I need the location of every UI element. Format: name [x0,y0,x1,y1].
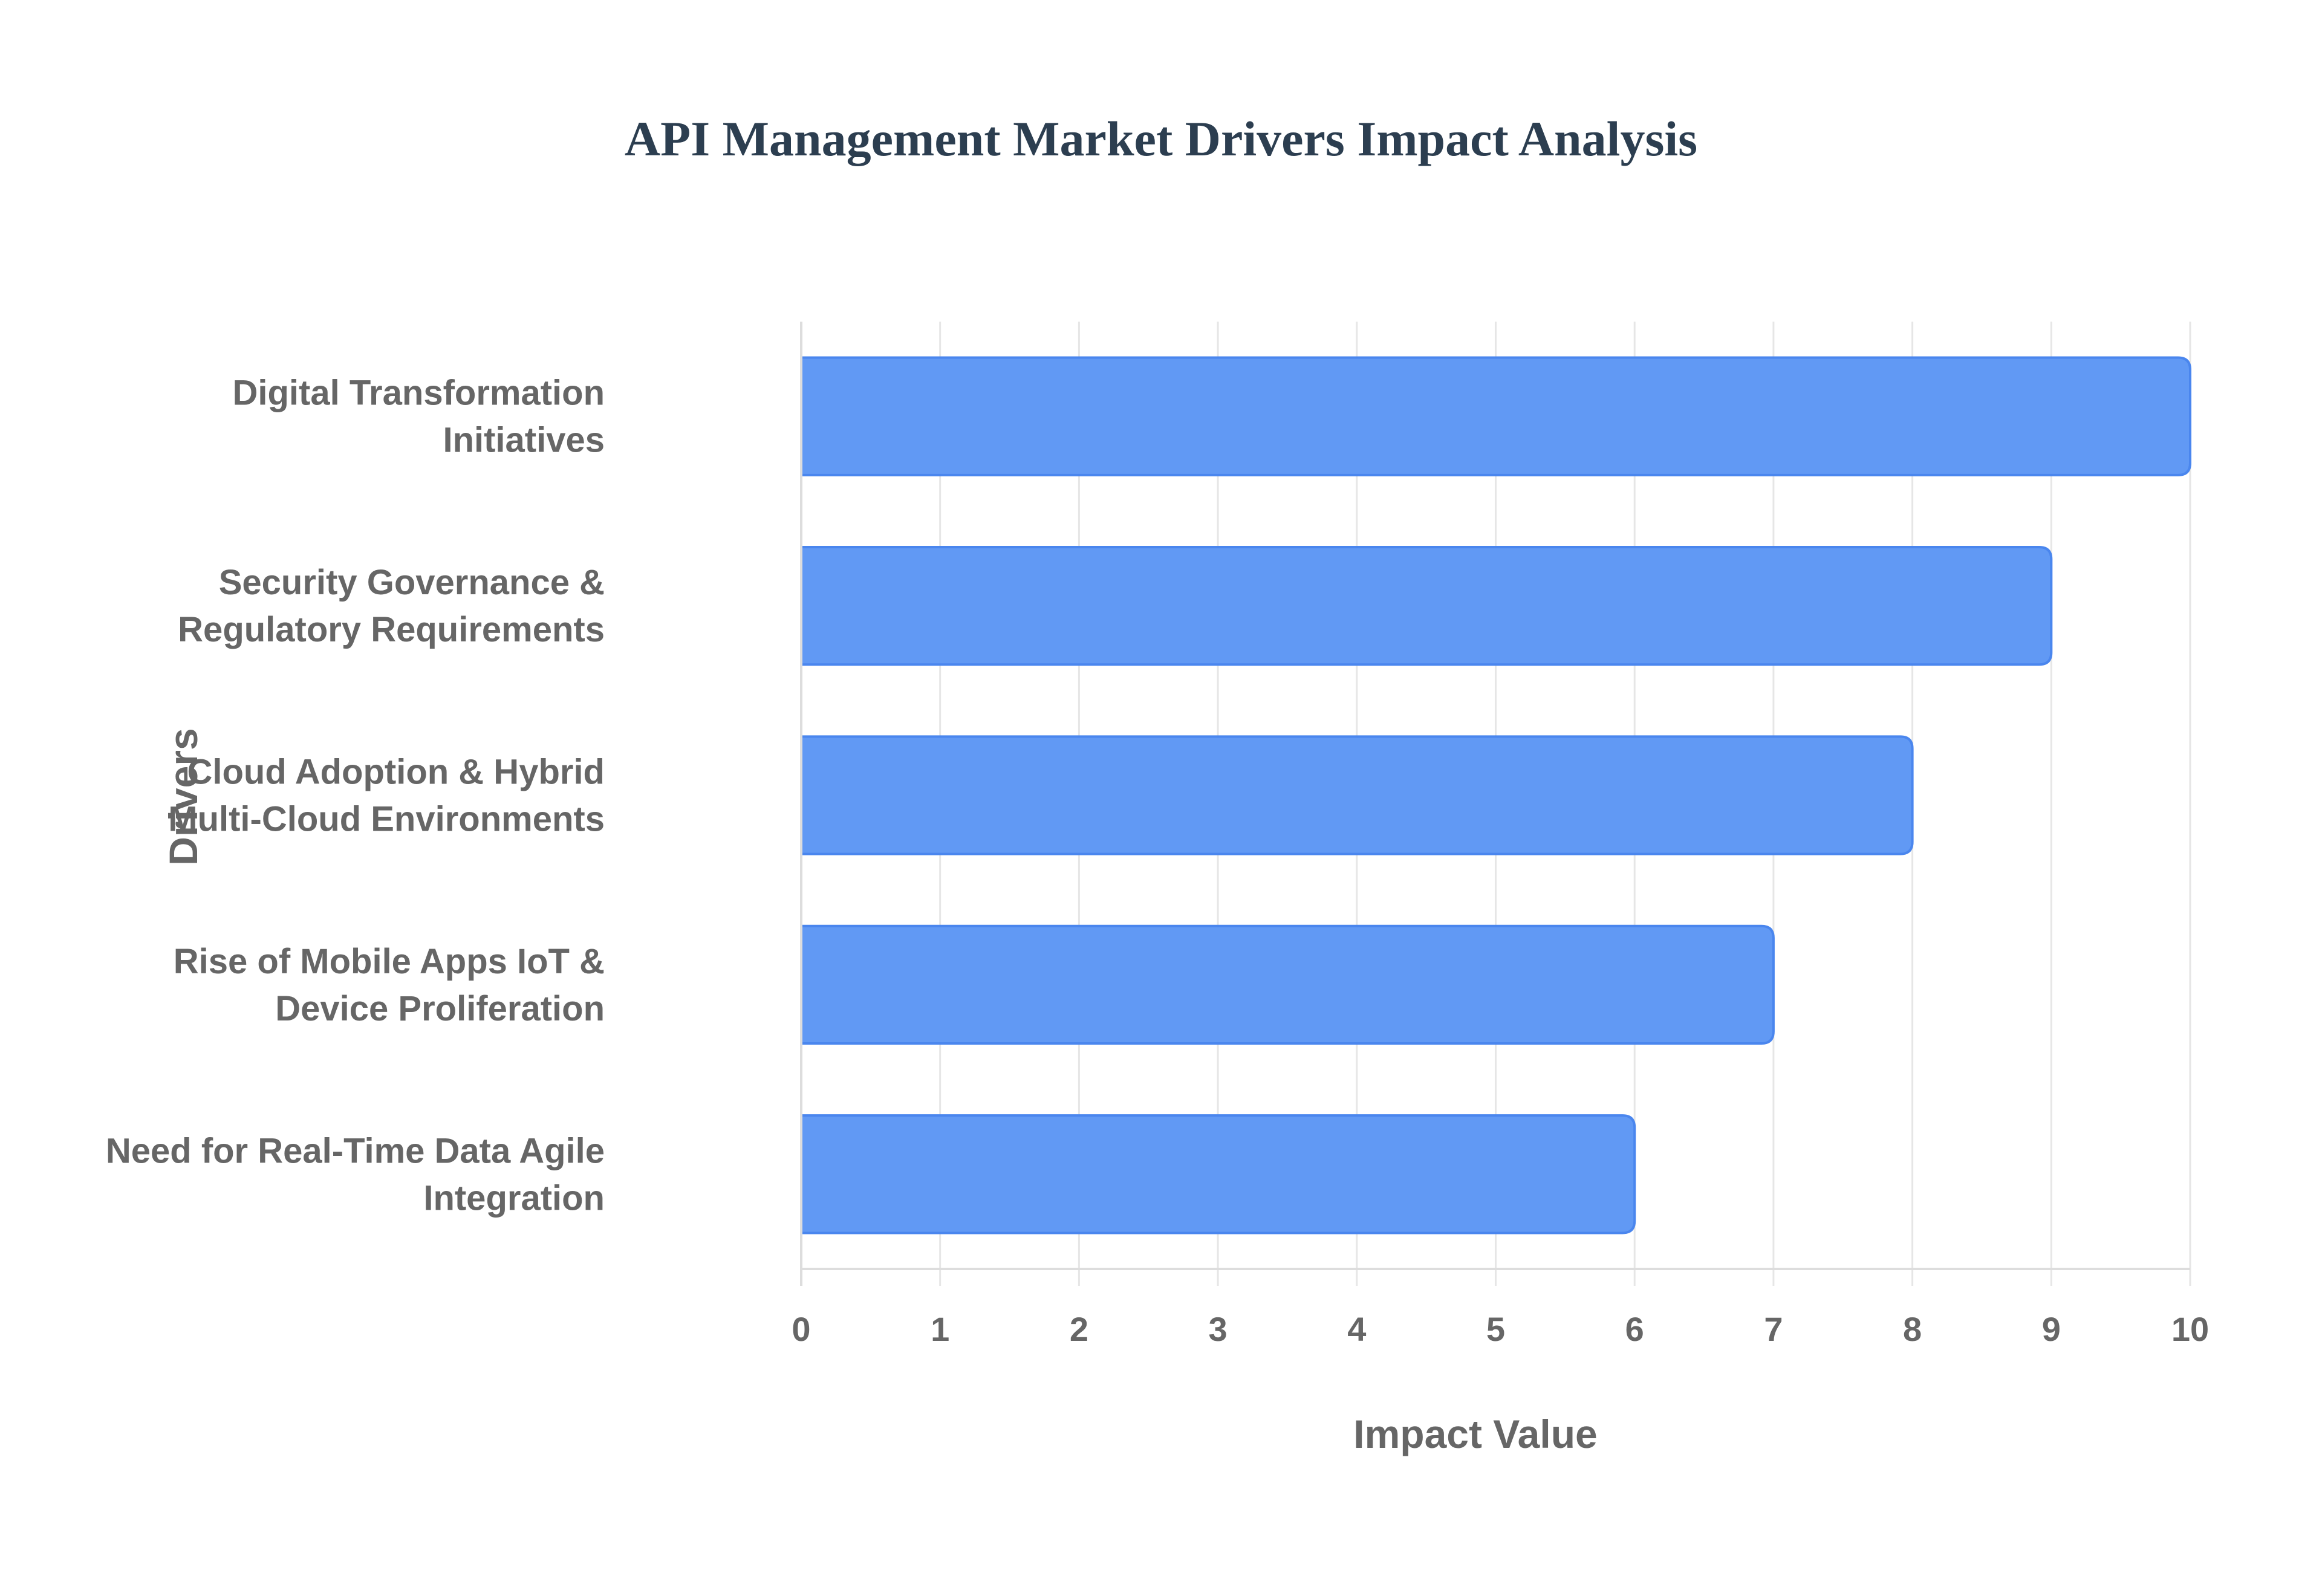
y-category-label: Rise of Mobile Apps IoT & Device Prolifer… [174,942,605,1028]
bars [800,356,2191,1234]
x-tick-label: 3 [1209,1310,1228,1348]
x-tick-label: 5 [1486,1310,1505,1348]
x-tick-label: 4 [1347,1310,1366,1348]
chart-title: API Management Market Drivers Impact Ana… [624,111,1698,166]
y-category-label: Digital Transformation Initiatives [232,374,605,460]
y-category-label: Need for Real-Time Data Agile Integration [106,1131,605,1218]
x-tick-label: 1 [931,1310,949,1348]
y-category-label: Security Governance & Regulatory Requirem… [178,563,605,649]
bar[interactable] [800,1114,1636,1234]
x-tick-label: 6 [1625,1310,1644,1348]
axes [800,322,2190,1286]
x-axis-ticks: 0 1 2 3 4 5 6 7 8 9 10 [792,1310,2209,1348]
x-tick-label: 7 [1764,1310,1783,1348]
x-axis-title: Impact Value [1353,1412,1598,1456]
bar[interactable] [800,735,1914,855]
bar[interactable] [800,545,2053,666]
bar[interactable] [800,924,1775,1045]
x-tick-label: 10 [2171,1310,2209,1348]
bar[interactable] [800,356,2191,476]
x-tick-label: 9 [2042,1310,2061,1348]
y-category-label: Cloud Adoption & Hybrid Multi-Cloud Envir… [168,753,605,839]
x-tick-label: 8 [1903,1310,1922,1348]
x-tick-label: 2 [1070,1310,1088,1348]
y-axis-category-labels: Digital Transformation Initiatives Securit… [106,374,605,1218]
y-axis-title: Drivers [161,728,206,866]
x-tick-label: 0 [792,1310,810,1348]
